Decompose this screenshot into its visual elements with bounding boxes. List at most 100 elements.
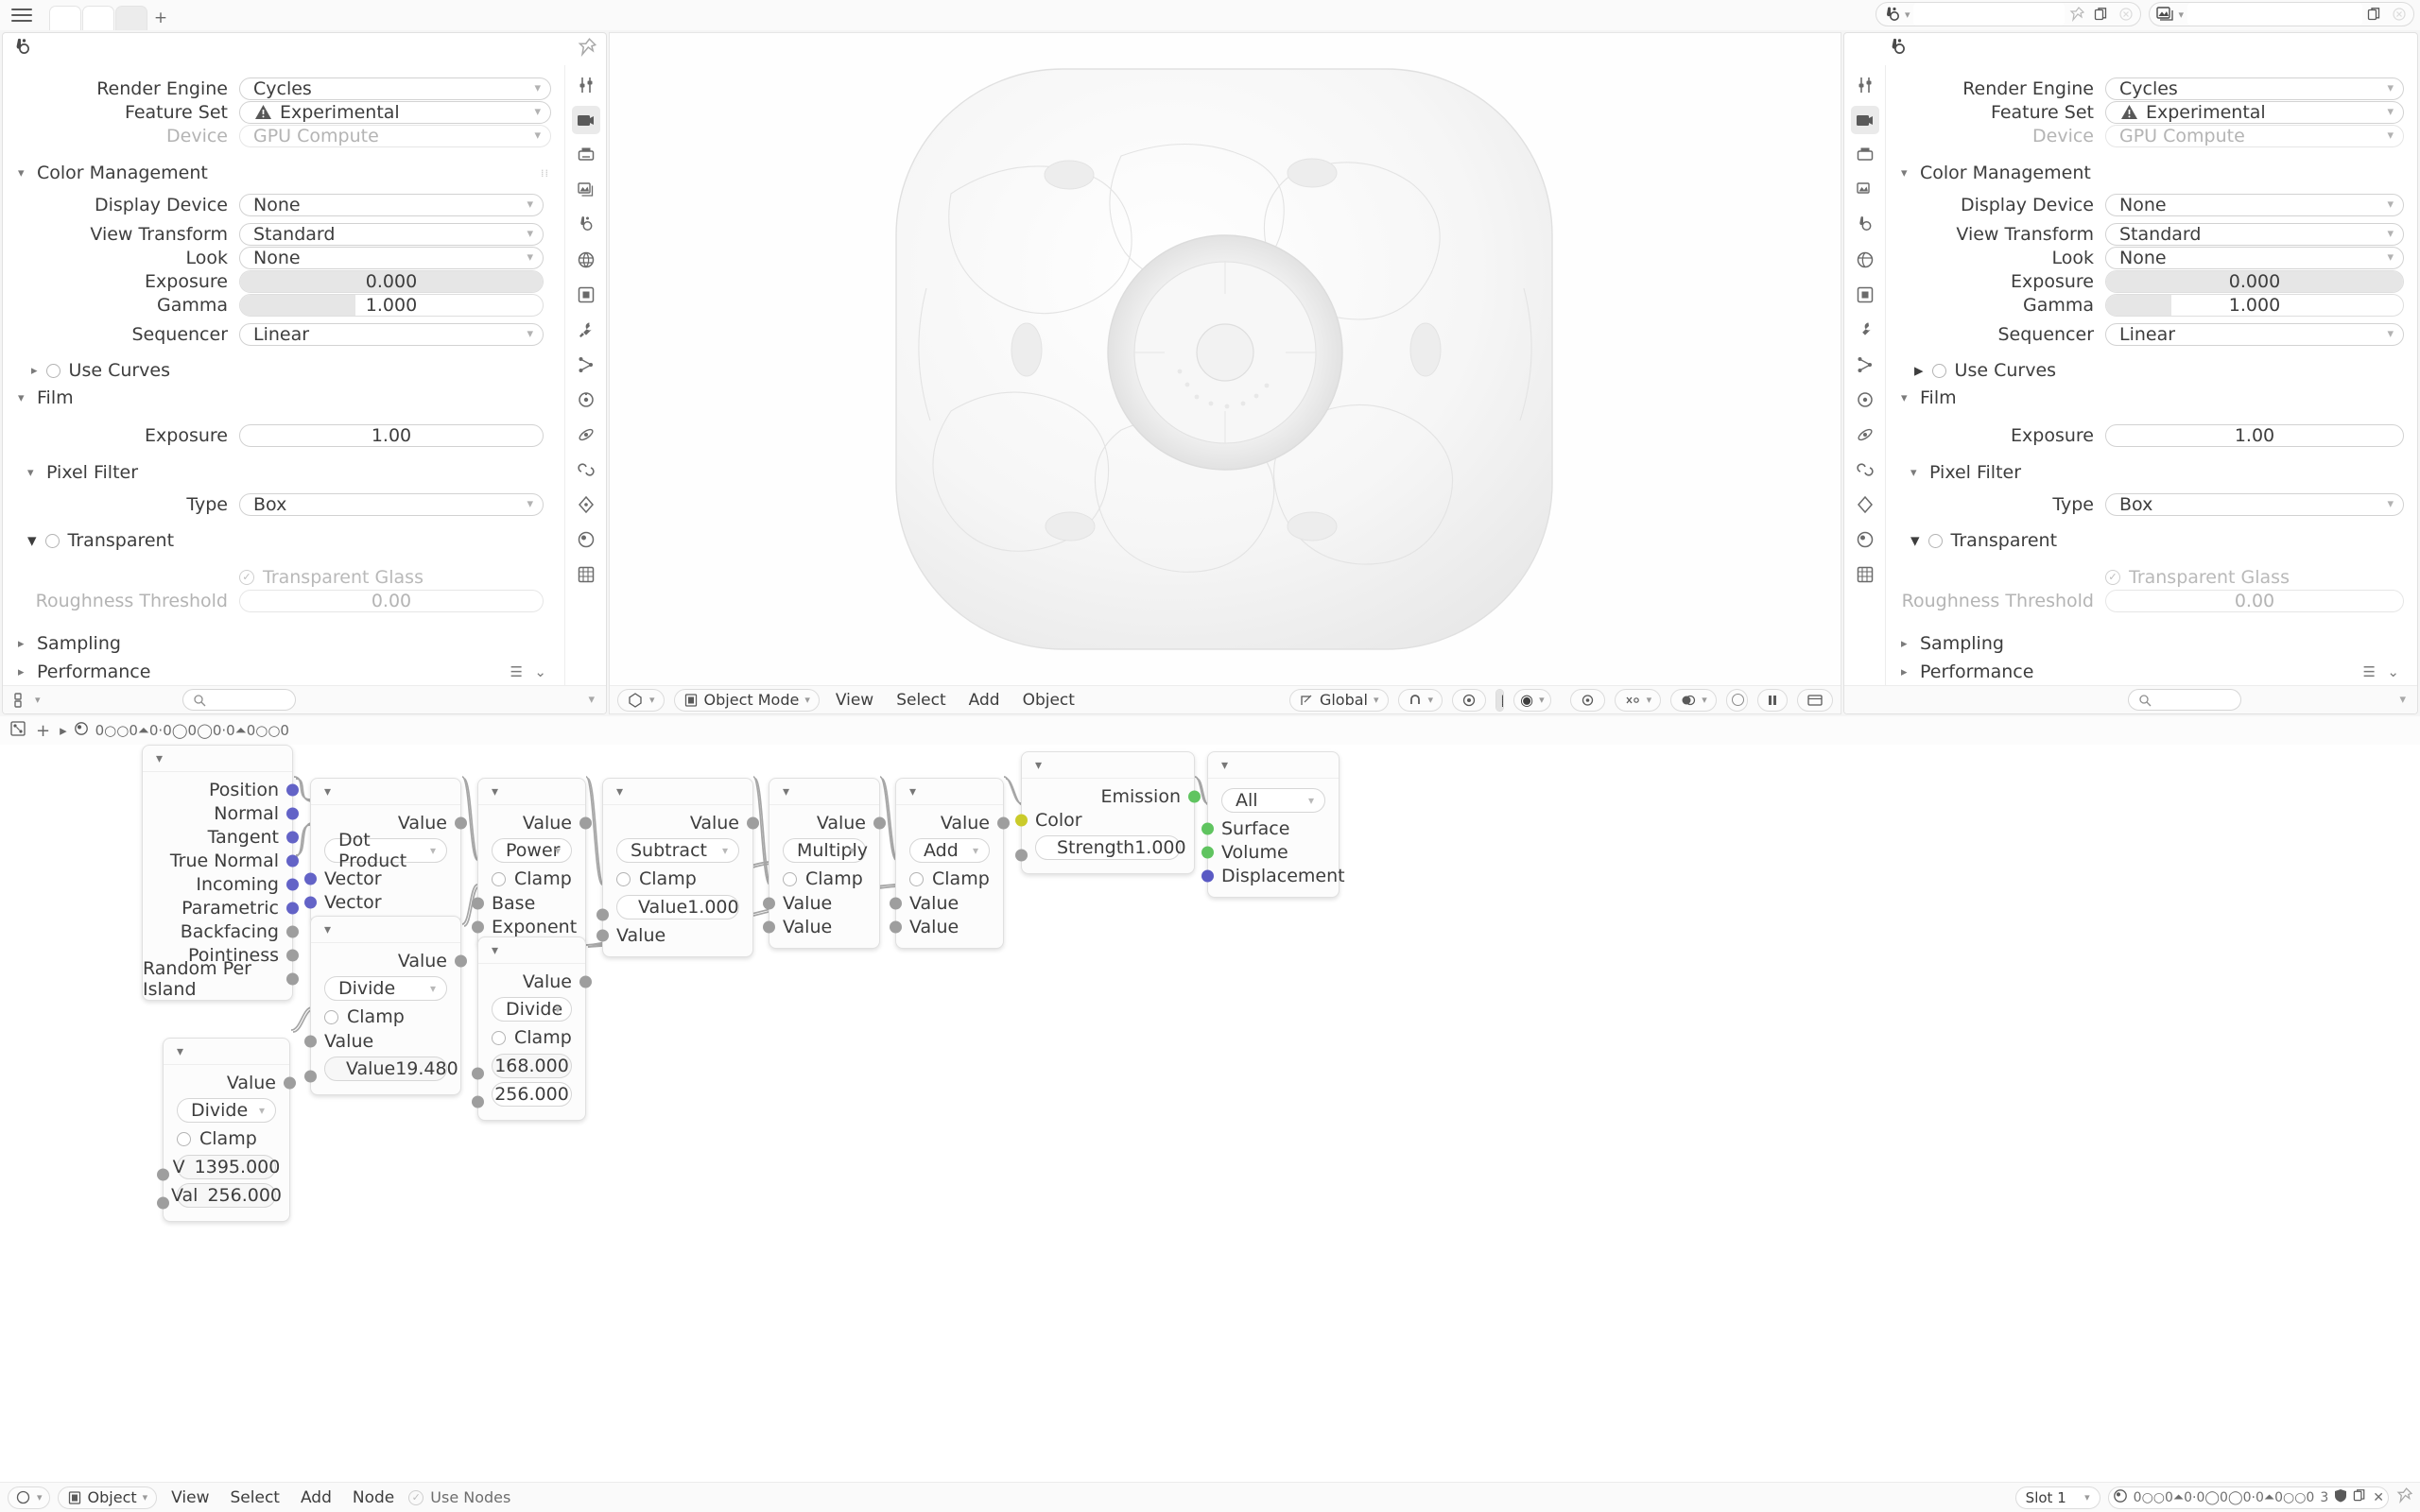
pixel-filter-section[interactable]: ▾ Pixel Filter	[1886, 458, 2417, 487]
clamp-checkbox[interactable]	[492, 1030, 506, 1045]
display-device-dropdown[interactable]: None ▾	[2105, 193, 2404, 216]
math-add-node[interactable]: ▾ Value Add ▾ Clamp Value Value	[890, 778, 1010, 949]
socket-vector-1[interactable]: Vector	[304, 867, 460, 890]
close-icon[interactable]	[2387, 3, 2411, 26]
socket-dot[interactable]	[472, 920, 484, 933]
menu-select[interactable]: Select	[230, 1487, 280, 1507]
snap-mode-1[interactable]: ▦	[1496, 689, 1504, 711]
properties-tab-scene[interactable]	[572, 211, 600, 239]
slot-selector[interactable]: Slot 1 ▾	[2014, 1486, 2100, 1509]
performance-section[interactable]: ▸ Performance ☰ ⌄	[1886, 658, 2417, 686]
node-collapse-toggle[interactable]: ▾	[769, 779, 879, 805]
scene-name-field[interactable]	[1913, 3, 2066, 26]
socket-color[interactable]: Color	[1015, 808, 1194, 832]
workspace-tab-1[interactable]	[49, 6, 81, 30]
chevron-down-icon[interactable]: ▾	[588, 693, 595, 707]
properties-tab-texture[interactable]	[572, 560, 600, 589]
socket-dot[interactable]	[596, 929, 609, 941]
shading-type-selector[interactable]: Object ▾	[57, 1486, 158, 1509]
socket-parametric[interactable]: Parametric	[143, 896, 299, 919]
target-dropdown[interactable]: All ▾	[1221, 788, 1325, 813]
clamp-checkbox-row[interactable]: Clamp	[164, 1126, 289, 1151]
properties-tab-tool[interactable]	[572, 71, 600, 99]
shader-node-editor[interactable]: + ▸ 0○○0⏶0·0◯0◯0·0⏶0○○0	[0, 716, 2420, 1512]
clamp-checkbox-row[interactable]: Clamp	[311, 1005, 460, 1029]
use-curves-checkbox[interactable]	[1931, 363, 1946, 378]
xray-toggle[interactable]: ▾	[1614, 688, 1662, 712]
value-input-1[interactable]: 168.000	[492, 1054, 572, 1078]
unlink-icon[interactable]: ✕	[2373, 1489, 2384, 1505]
chevron-down-icon[interactable]: ▾	[2399, 693, 2406, 707]
socket-tangent[interactable]: Tangent	[143, 825, 299, 849]
socket-dot[interactable]	[1201, 846, 1214, 858]
copy-icon[interactable]	[2089, 3, 2114, 26]
socket-dot[interactable]	[873, 816, 886, 829]
shading-mode-pills[interactable]: ▾	[1725, 688, 1748, 712]
socket-dot[interactable]	[472, 1095, 484, 1108]
socket-value-in-1[interactable]: Value	[304, 1029, 460, 1053]
editor-type-icon[interactable]: ▾	[12, 691, 41, 710]
node-collapse-toggle[interactable]: ▾	[896, 779, 1003, 805]
socket-dot[interactable]	[1015, 849, 1028, 862]
properties-tab-scene[interactable]	[1851, 211, 1879, 239]
value-input-2[interactable]: Value 19.480	[324, 1057, 458, 1081]
list-icon[interactable]: ☰ ⌄	[2362, 663, 2400, 680]
magnet-icon[interactable]: ▾	[1397, 688, 1443, 712]
use-nodes-toggle[interactable]: ✓ Use Nodes	[408, 1488, 510, 1506]
performance-section[interactable]: ▸ Performance ☰ ⌄	[3, 658, 564, 686]
mode-selector[interactable]: Object Mode ▾	[673, 688, 820, 712]
socket-vector-2[interactable]: Vector	[304, 890, 460, 914]
clamp-checkbox[interactable]	[177, 1131, 191, 1146]
film-exposure-field[interactable]: 1.00	[239, 423, 544, 447]
clamp-checkbox-row[interactable]: Clamp	[603, 867, 752, 891]
socket-value-out[interactable]: Value	[769, 811, 886, 834]
socket-value-out[interactable]: Value	[603, 811, 759, 834]
copy-icon[interactable]	[2353, 1488, 2367, 1506]
menu-object[interactable]: Object	[1022, 690, 1075, 710]
socket-dot[interactable]	[1201, 869, 1214, 882]
properties-tab-object[interactable]	[1851, 316, 1879, 344]
math-power-node[interactable]: ▾ Value Power ▾ Clamp Base Exponent	[472, 778, 592, 949]
material-output-node[interactable]: ▾ All ▾ Surface Volume Displacement	[1201, 751, 1345, 898]
feature-set-dropdown[interactable]: Experimental ▾	[2105, 100, 2404, 124]
socket-dot[interactable]	[286, 949, 299, 961]
socket-incoming[interactable]: Incoming	[143, 872, 299, 896]
node-collapse-toggle[interactable]: ▾	[311, 917, 460, 943]
sequencer-dropdown[interactable]: Linear ▾	[2105, 322, 2404, 346]
socket-exponent[interactable]: Exponent	[472, 915, 585, 938]
properties-tab-render[interactable]	[1850, 106, 1879, 134]
vector-math-dot-product-node[interactable]: ▾ Value Dot Product ▾ Vector Vector	[304, 778, 467, 924]
socket-base[interactable]: Base	[472, 891, 585, 915]
add-workspace-button[interactable]: +	[148, 6, 173, 30]
socket-dot[interactable]	[304, 896, 317, 908]
socket-value-out[interactable]: Value	[311, 811, 467, 834]
node-collapse-toggle[interactable]: ▾	[164, 1039, 289, 1065]
geometry-node[interactable]: ▾ Position Normal Tangent True Normal In…	[142, 745, 299, 1001]
strength-input[interactable]: Strength 1.000	[1035, 835, 1186, 860]
pixel-filter-section[interactable]: ▾ Pixel Filter	[3, 458, 564, 487]
properties-tab-material[interactable]	[1851, 525, 1879, 554]
clamp-checkbox[interactable]	[909, 871, 924, 886]
socket-dot[interactable]	[763, 897, 775, 909]
socket-dot[interactable]	[890, 897, 902, 909]
clamp-checkbox[interactable]	[616, 871, 631, 886]
transparent-checkbox[interactable]	[44, 533, 60, 548]
socket-random-per-island[interactable]: Random Per Island	[143, 958, 299, 1000]
viewport-options[interactable]	[1797, 688, 1833, 712]
socket-pointiness[interactable]: Pointiness	[143, 943, 299, 967]
socket-dot[interactable]	[286, 902, 299, 914]
socket-dot[interactable]	[455, 816, 467, 829]
overlay-toggle[interactable]: ◉ ▾	[1513, 688, 1551, 712]
value-input-2[interactable]: 256.000	[492, 1082, 572, 1107]
socket-dot[interactable]	[997, 816, 1010, 829]
socket-value-in-2[interactable]: Value	[890, 915, 1003, 938]
workspace-tab-3[interactable]	[115, 6, 147, 30]
use-curves-row[interactable]: ▸ Use Curves	[3, 357, 564, 384]
socket-dot[interactable]	[286, 831, 299, 843]
3d-viewport[interactable]: ▾ Object Mode ▾ View Select Add Object G…	[609, 32, 1841, 714]
menu-add[interactable]: Add	[968, 690, 1000, 710]
socket-position[interactable]: Position	[143, 778, 299, 801]
shading-wireframe[interactable]	[1727, 690, 1747, 711]
color-management-section[interactable]: ▾ Color Management ⁞⁞	[3, 159, 564, 187]
properties-tab-material[interactable]	[572, 525, 600, 554]
